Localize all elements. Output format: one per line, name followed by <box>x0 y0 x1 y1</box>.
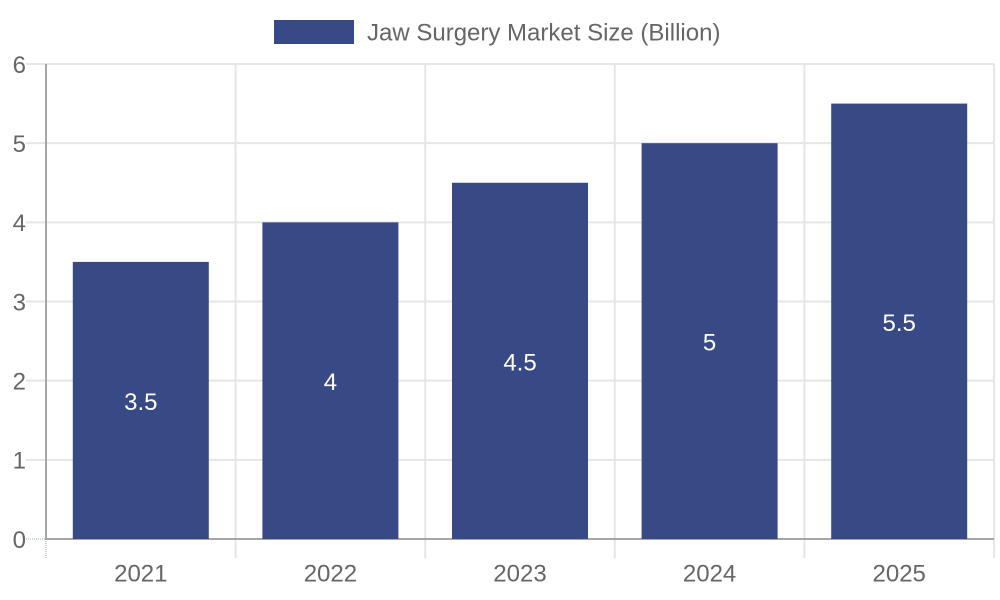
svg-text:2025: 2025 <box>873 560 926 587</box>
svg-text:4: 4 <box>13 210 26 237</box>
svg-text:5.5: 5.5 <box>883 310 916 337</box>
svg-text:2024: 2024 <box>683 560 736 587</box>
svg-text:1: 1 <box>13 448 26 475</box>
svg-text:0: 0 <box>13 527 26 554</box>
svg-text:4.5: 4.5 <box>503 349 536 376</box>
svg-text:3: 3 <box>13 289 26 316</box>
svg-text:4: 4 <box>324 369 337 396</box>
svg-text:2: 2 <box>13 368 26 395</box>
svg-text:2023: 2023 <box>493 560 546 587</box>
svg-text:Jaw Surgery Market Size (Billi: Jaw Surgery Market Size (Billion) <box>367 20 720 47</box>
svg-text:5: 5 <box>703 330 716 357</box>
svg-text:2021: 2021 <box>114 560 167 587</box>
svg-text:2022: 2022 <box>304 560 357 587</box>
svg-text:3.5: 3.5 <box>124 389 157 416</box>
svg-text:5: 5 <box>13 131 26 158</box>
svg-text:6: 6 <box>13 52 26 79</box>
